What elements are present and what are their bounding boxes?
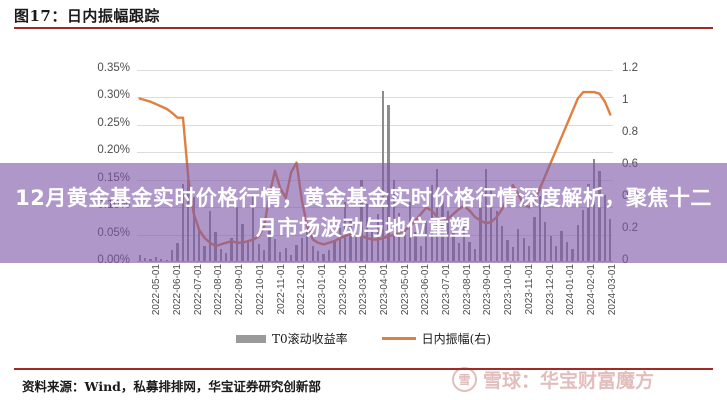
figure-title: 图17：日内振幅跟踪 — [14, 7, 160, 25]
legend-item-bar: T0滚动收益率 — [235, 330, 348, 347]
x-axis-tick-label: 2023-10-01 — [503, 264, 515, 316]
x-axis-tick-label: 2022-07-01 — [192, 264, 204, 316]
watermark: 雪 雪球：华宝财富魔方 — [452, 366, 654, 393]
x-axis-tick-label: 2023-02-01 — [337, 264, 349, 316]
source-note: 资料来源：Wind，私募排排网，华宝证券研究创新部 — [22, 379, 321, 394]
headline-overlay-text: 12月黄金基金实时价格行情，黄金基金实时价格行情深度解析，聚焦十二月市场波动与地… — [15, 185, 712, 240]
x-axis-tick-label: 2023-07-01 — [441, 264, 453, 316]
x-axis-tick-label: 2024-02-01 — [585, 264, 597, 316]
gridline — [137, 124, 613, 126]
x-axis-labels: 2022-05-01 2022-06-01 2022-07-01 2022-08-01… — [137, 264, 617, 324]
x-axis-tick-label: 2022-08-01 — [213, 264, 225, 316]
x-axis-tick-label: 2023-11-01 — [523, 264, 535, 315]
legend-line-label: 日内振幅(右) — [421, 332, 491, 346]
x-axis-tick-label: 2024-03-01 — [606, 264, 618, 316]
y-axis-left-tick: 0.20% — [97, 144, 130, 157]
y-axis-left-tick: 0.30% — [97, 89, 130, 102]
x-axis-tick-label: 2022-09-01 — [234, 264, 246, 316]
x-axis-tick-label: 2023-12-01 — [544, 264, 556, 316]
legend-item-line: 日内振幅(右) — [381, 330, 491, 347]
title-divider-top — [14, 27, 713, 29]
x-axis-tick-label: 2023-04-01 — [379, 264, 390, 316]
y-axis-right-tick: 0.8 — [622, 125, 638, 138]
x-axis-tick-label: 2022-11-01 — [275, 264, 287, 315]
x-axis-tick-label: 2023-08-01 — [461, 264, 473, 316]
gridline — [137, 152, 613, 154]
legend-line-swatch-icon — [381, 337, 416, 340]
x-axis-tick-label: 2023-06-01 — [420, 264, 432, 316]
x-axis-tick-label: 2023-03-01 — [358, 264, 370, 316]
x-axis-tick-label: 2022-06-01 — [172, 264, 184, 316]
y-axis-right-tick: 1 — [622, 93, 629, 106]
xueqiu-logo-icon: 雪 — [452, 367, 477, 392]
x-axis-tick-label: 2022-05-01 — [151, 264, 163, 316]
x-axis-tick-label: 2023-05-01 — [399, 264, 411, 316]
legend-bar-label: T0滚动收益率 — [271, 332, 348, 346]
watermark-text: 雪球：华宝财富魔方 — [483, 370, 655, 392]
footer-divider — [14, 368, 713, 370]
x-axis-tick-label: 2024-01-01 — [565, 264, 577, 316]
legend-bar-swatch-icon — [235, 334, 266, 343]
x-axis-tick-label: 2022-12-01 — [296, 264, 308, 316]
x-axis-tick-label: 2023-01-01 — [316, 264, 328, 316]
y-axis-left-tick: 0.25% — [97, 116, 130, 129]
headline-overlay-banner: 12月黄金基金实时价格行情，黄金基金实时价格行情深度解析，聚焦十二月市场波动与地… — [0, 163, 727, 263]
gridline — [137, 69, 613, 71]
gridline — [137, 97, 613, 99]
x-axis-tick-label: 2023-09-01 — [482, 264, 494, 316]
x-axis-tick-label: 2022-10-01 — [254, 264, 266, 316]
y-axis-left-tick: 0.35% — [97, 61, 130, 74]
chart-legend: T0滚动收益率 日内振幅(右) — [0, 330, 727, 347]
y-axis-right-tick: 1.2 — [622, 61, 638, 74]
